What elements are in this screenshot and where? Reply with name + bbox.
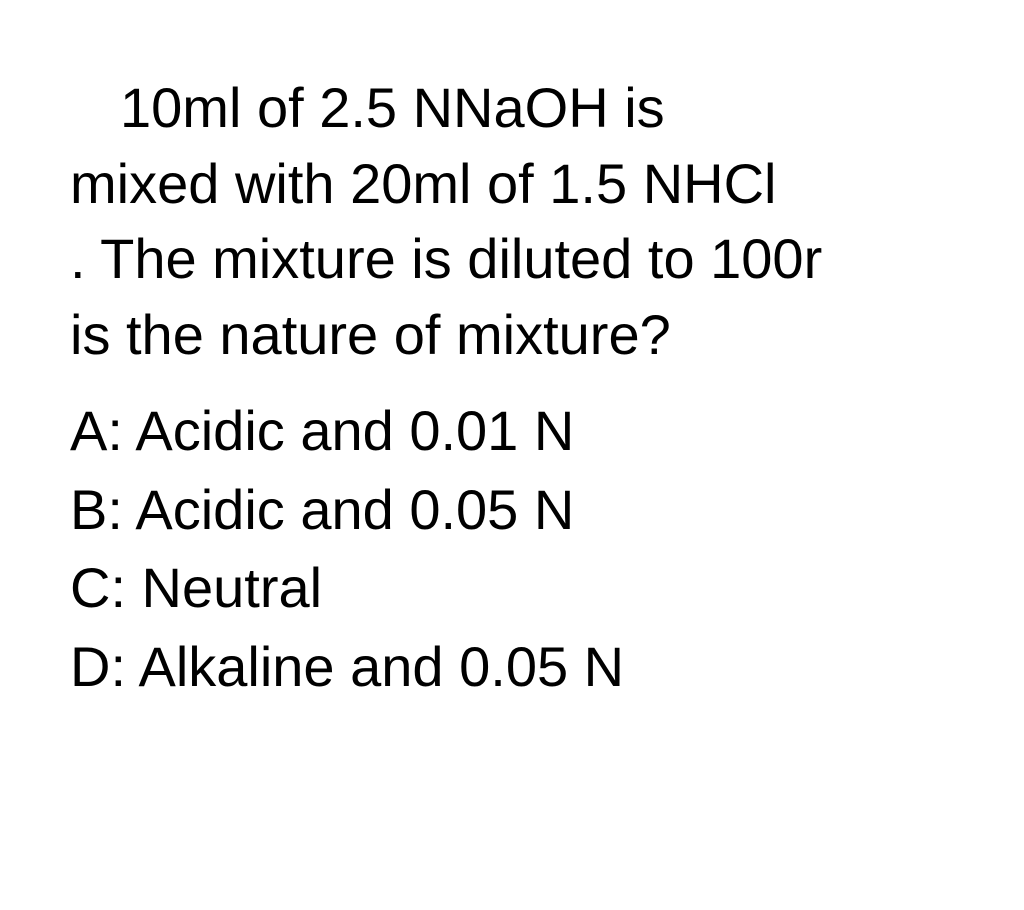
question-line-4: is the nature of mixture? — [70, 297, 974, 373]
option-c-label: C: — [70, 556, 126, 619]
option-d: D: Alkaline and 0.05 N — [70, 628, 974, 706]
option-a: A: Acidic and 0.01 N — [70, 392, 974, 470]
option-c-text: Neutral — [126, 556, 322, 619]
options-block: A: Acidic and 0.01 N B: Acidic and 0.05 … — [70, 392, 974, 706]
question-line-2: mixed with 20ml of 1.5 NHCl — [70, 146, 974, 222]
option-d-text: Alkaline and 0.05 N — [126, 635, 624, 698]
question-line-1: 10ml of 2.5 NNaOH is — [70, 70, 974, 146]
option-b-text: Acidic and 0.05 N — [123, 478, 574, 541]
option-b: B: Acidic and 0.05 N — [70, 471, 974, 549]
option-a-text: Acidic and 0.01 N — [123, 399, 574, 462]
question-line-3: . The mixture is diluted to 100r — [70, 221, 974, 297]
option-c: C: Neutral — [70, 549, 974, 627]
option-b-label: B: — [70, 478, 123, 541]
option-d-label: D: — [70, 635, 126, 698]
question-block: 10ml of 2.5 NNaOH is mixed with 20ml of … — [70, 70, 974, 372]
option-a-label: A: — [70, 399, 123, 462]
